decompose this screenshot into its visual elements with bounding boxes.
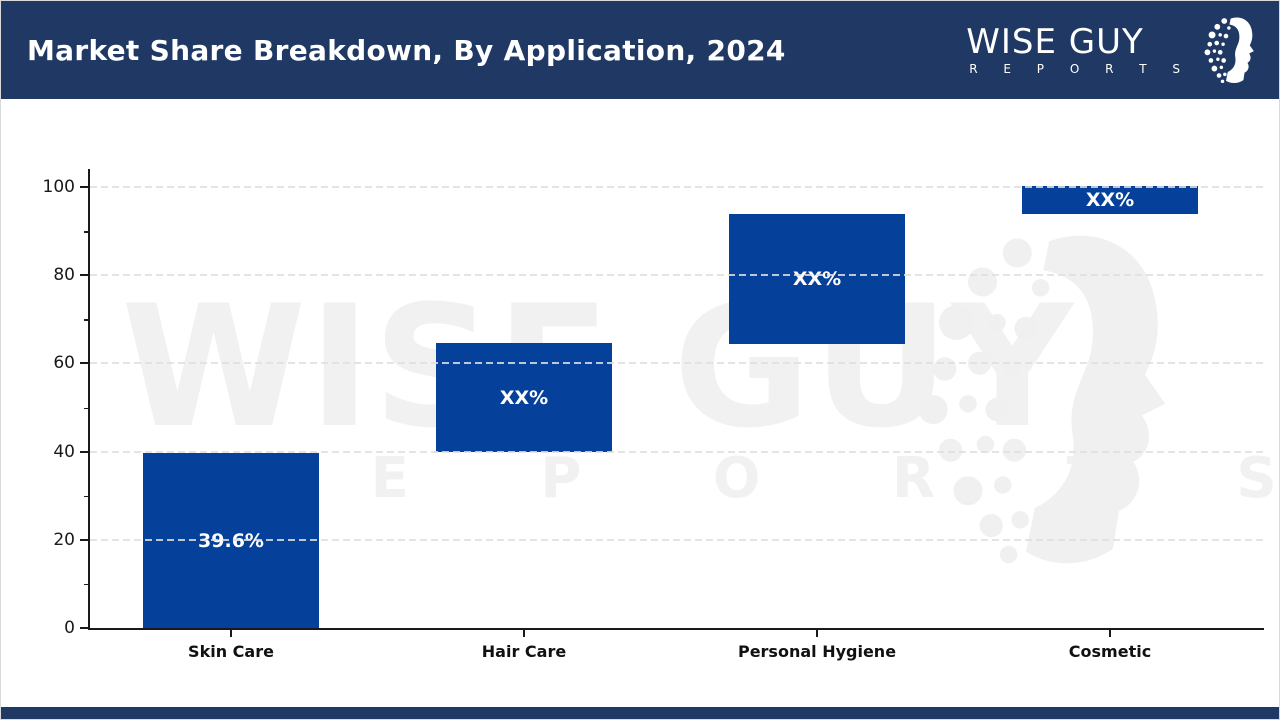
x-axis-tick-cosmetic (1109, 630, 1111, 637)
y-tick-label-40: 40 (53, 441, 75, 462)
x-axis-line (88, 628, 1264, 630)
page-title: Market Share Breakdown, By Application, … (27, 33, 786, 67)
x-category-label-personal-hygiene: Personal Hygiene (737, 642, 897, 661)
y-major-tick-40 (80, 450, 89, 453)
y-minor-tick-70 (84, 319, 89, 321)
x-axis-tick-hair-care (523, 630, 525, 637)
y-tick-label-0: 0 (64, 618, 75, 638)
y-major-tick-0 (80, 627, 89, 629)
y-tick-label-100: 100 (42, 177, 75, 197)
y-tick-label-20: 20 (53, 529, 75, 550)
y-minor-tick-10 (84, 583, 89, 586)
gridline-80 (90, 274, 1264, 277)
y-major-tick-60 (80, 362, 89, 365)
y-axis-line (88, 169, 90, 630)
y-tick-label-60: 60 (53, 353, 75, 374)
y-major-tick-80 (80, 274, 89, 277)
bar-cosmetic (1022, 186, 1198, 214)
y-minor-tick-50 (84, 407, 89, 409)
gridline-20 (90, 538, 1264, 541)
y-tick-label-80: 80 (53, 265, 75, 286)
bar-hair-care (436, 343, 612, 453)
y-minor-tick-90 (84, 231, 89, 233)
y-major-tick-20 (80, 538, 89, 541)
gridline-100 (90, 186, 1264, 188)
brand-subname: R E P O R T S (969, 62, 1191, 76)
y-major-tick-100 (80, 186, 89, 188)
brand-logo: WISE GUY R E P O R T S (966, 14, 1255, 86)
brand-name: WISE GUY (966, 22, 1144, 62)
gridline-60 (90, 362, 1264, 365)
x-category-label-hair-care: Hair Care (481, 642, 567, 661)
y-minor-tick-30 (84, 495, 89, 498)
gridline-40 (90, 450, 1264, 453)
x-axis-tick-personal-hygiene (816, 630, 818, 637)
footer-bar (1, 707, 1279, 719)
bar-value-label-hair-care: XX% (499, 386, 549, 409)
x-category-label-skin-care: Skin Care (188, 642, 274, 661)
x-axis-tick-skin-care (230, 630, 232, 637)
bar-value-label-personal-hygiene: XX% (792, 267, 842, 290)
bar-personal-hygiene (729, 213, 905, 344)
header-bar: Market Share Breakdown, By Application, … (1, 1, 1279, 99)
x-category-label-cosmetic: Cosmetic (1068, 642, 1152, 661)
bar-value-label-cosmetic: XX% (1085, 189, 1135, 211)
brand-logo-text: WISE GUY R E P O R T S (966, 25, 1191, 75)
